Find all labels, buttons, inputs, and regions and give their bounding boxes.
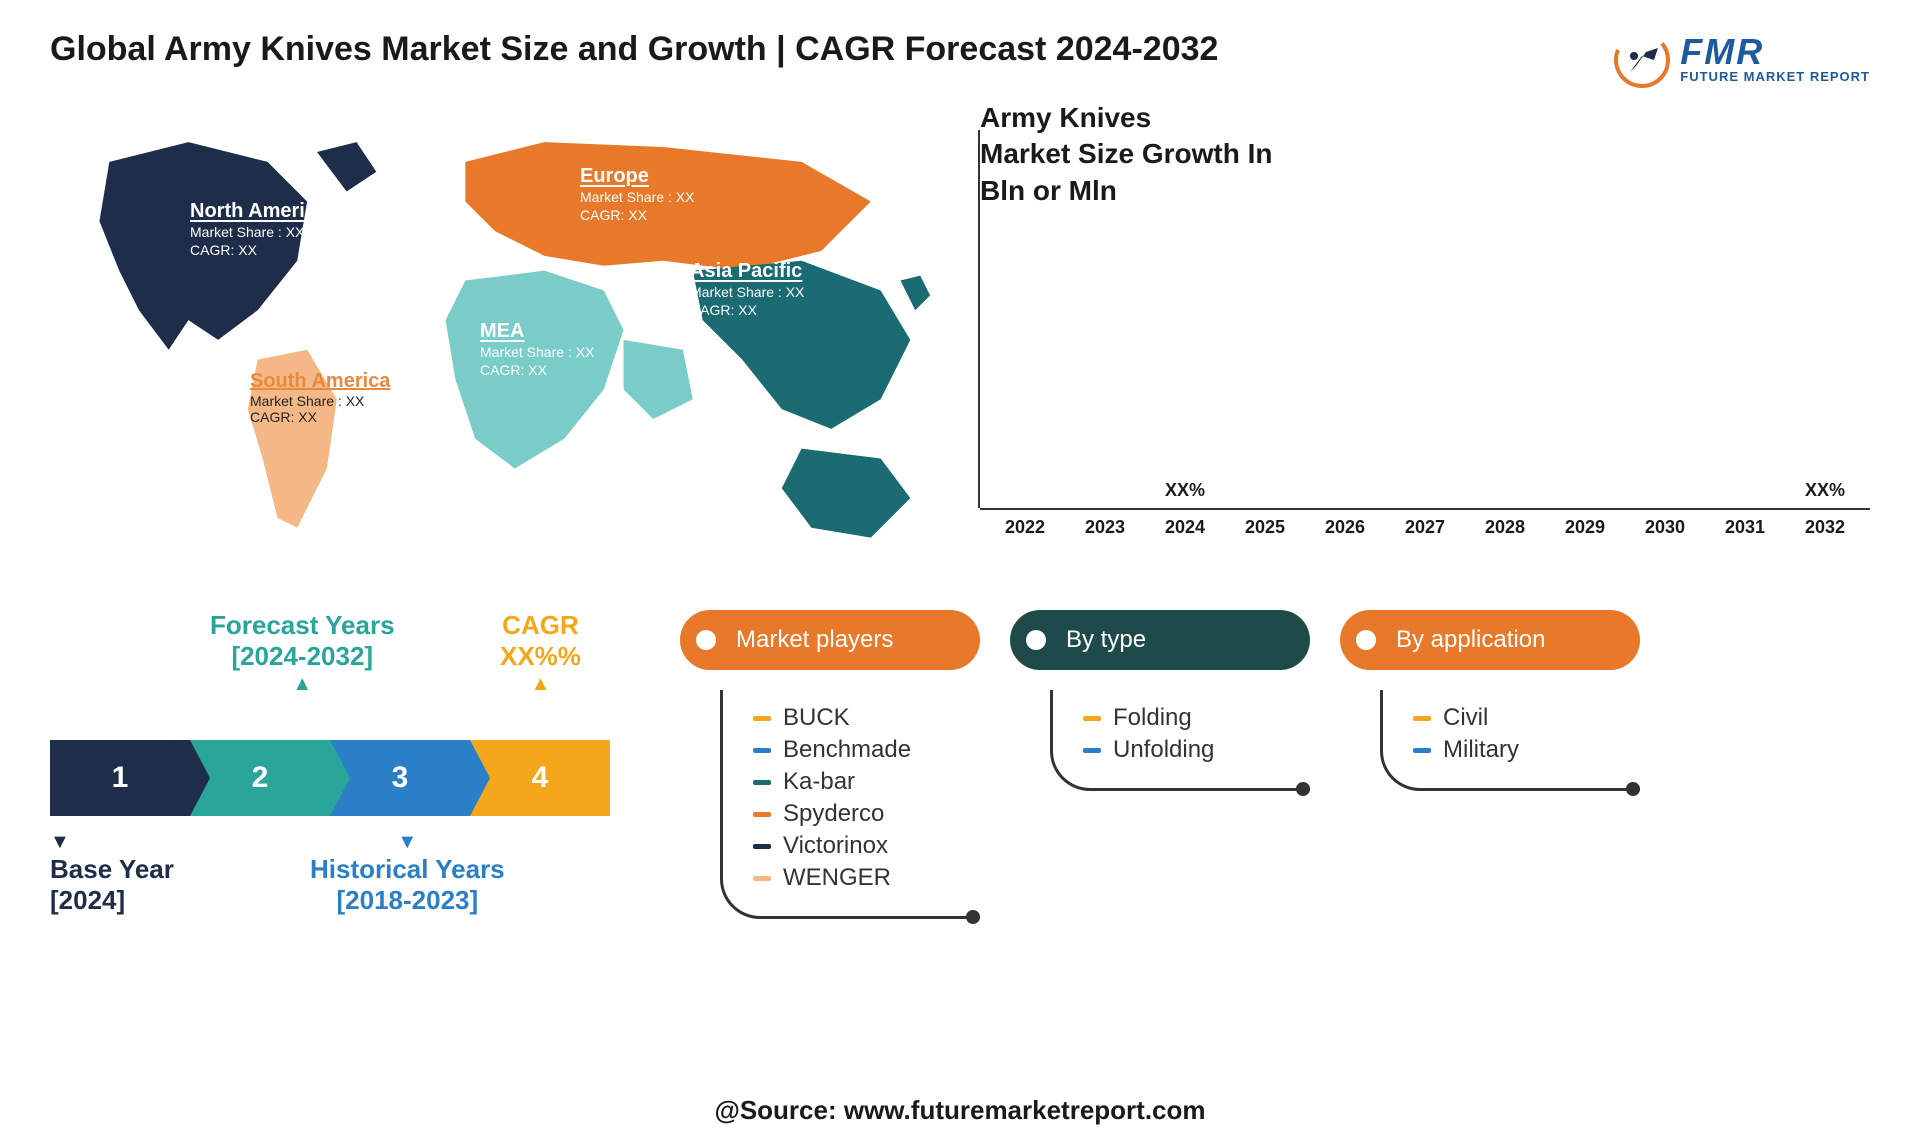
category-2: By application Civil Military xyxy=(1340,610,1640,919)
bottom-row: Forecast Years [2024-2032] ▲ CAGR XX%% ▲… xyxy=(50,610,1870,930)
item-dash-icon xyxy=(1083,716,1101,721)
category-list: Civil Military xyxy=(1380,690,1640,791)
down-triangle-icon: ▲ xyxy=(500,672,581,696)
category-item: Victorinox xyxy=(753,832,980,860)
timeline-segment-3: 3 xyxy=(330,740,470,816)
source-line: @Source: www.futuremarketreport.com xyxy=(714,1095,1205,1126)
label-mea: MEA Market Share : XX CAGR: XX xyxy=(480,320,594,379)
item-label: Spyderco xyxy=(783,800,884,828)
category-item: WENGER xyxy=(753,864,980,892)
category-item: Benchmade xyxy=(753,736,980,764)
world-map: North America Market Share : XX CAGR: XX… xyxy=(50,110,940,550)
item-label: Victorinox xyxy=(783,832,888,860)
hist-annot: ▼ Historical Years [2018-2023] xyxy=(310,830,505,916)
bar-year-label: 2025 xyxy=(1245,517,1285,538)
category-columns: Market players BUCK Benchmade Ka-bar Spyderc… xyxy=(680,610,1640,919)
item-dash-icon xyxy=(753,780,771,785)
bar-top-label: XX% xyxy=(1805,480,1845,501)
category-1: By type Folding Unfolding xyxy=(1010,610,1310,919)
bar-year-label: 2026 xyxy=(1325,517,1365,538)
item-label: Benchmade xyxy=(783,736,911,764)
logo-sub-text: FUTURE MARKET REPORT xyxy=(1680,69,1870,84)
base-annot: ▼ Base Year [2024] xyxy=(50,830,174,916)
label-south-america: South America Market Share : XX CAGR: XX xyxy=(250,370,390,425)
category-list: Folding Unfolding xyxy=(1050,690,1310,791)
bar-top-label: XX% xyxy=(1165,480,1205,501)
item-dash-icon xyxy=(753,748,771,753)
bar-year-label: 2029 xyxy=(1565,517,1605,538)
item-dash-icon xyxy=(1083,748,1101,753)
bar-year-label: 2028 xyxy=(1485,517,1525,538)
item-dash-icon xyxy=(753,716,771,721)
forecast-annot: Forecast Years [2024-2032] ▲ xyxy=(210,610,395,696)
top-row: North America Market Share : XX CAGR: XX… xyxy=(50,110,1870,550)
down-triangle-icon: ▲ xyxy=(210,672,395,696)
label-europe: Europe Market Share : XX CAGR: XX xyxy=(580,165,694,224)
item-label: Folding xyxy=(1113,704,1192,732)
label-north-america: North America Market Share : XX CAGR: XX xyxy=(190,200,327,259)
down-triangle-icon: ▼ xyxy=(310,830,505,854)
item-label: BUCK xyxy=(783,704,850,732)
category-item: Folding xyxy=(1083,704,1310,732)
cagr-annot: CAGR XX%% ▲ xyxy=(500,610,581,696)
logo-fmr-text: FMR xyxy=(1680,36,1870,68)
telescope-icon xyxy=(1612,30,1672,90)
fmr-logo: FMR FUTURE MARKET REPORT xyxy=(1612,30,1870,90)
category-header: By application xyxy=(1340,610,1640,670)
category-0: Market players BUCK Benchmade Ka-bar Spyderc… xyxy=(680,610,980,919)
bar-year-label: 2027 xyxy=(1405,517,1445,538)
bar-year-label: 2023 xyxy=(1085,517,1125,538)
item-label: Ka-bar xyxy=(783,768,855,796)
bar-year-label: 2031 xyxy=(1725,517,1765,538)
down-triangle-icon: ▼ xyxy=(50,830,174,854)
item-label: WENGER xyxy=(783,864,891,892)
timeline-segment-4: 4 xyxy=(470,740,610,816)
page-title: Global Army Knives Market Size and Growt… xyxy=(50,30,1218,69)
bar-year-label: 2030 xyxy=(1645,517,1685,538)
category-item: BUCK xyxy=(753,704,980,732)
item-label: Unfolding xyxy=(1113,736,1214,764)
category-list: BUCK Benchmade Ka-bar Spyderco Victorinox WEN… xyxy=(720,690,980,919)
bar-year-label: 2022 xyxy=(1005,517,1045,538)
category-item: Spyderco xyxy=(753,800,980,828)
item-dash-icon xyxy=(1413,716,1431,721)
category-header: Market players xyxy=(680,610,980,670)
category-item: Civil xyxy=(1413,704,1640,732)
timeline-segment-2: 2 xyxy=(190,740,330,816)
category-item: Unfolding xyxy=(1083,736,1310,764)
category-item: Military xyxy=(1413,736,1640,764)
item-dash-icon xyxy=(753,876,771,881)
timeline-infographic: Forecast Years [2024-2032] ▲ CAGR XX%% ▲… xyxy=(50,610,610,930)
item-label: Military xyxy=(1443,736,1519,764)
bar-year-label: 2024 xyxy=(1165,517,1205,538)
growth-bar-chart: Army Knives Market Size Growth In Bln or… xyxy=(980,110,1870,550)
category-header: By type xyxy=(1010,610,1310,670)
bars-container: 20222023XX%20242025202620272028202920302… xyxy=(980,170,1870,510)
header-row: Global Army Knives Market Size and Growt… xyxy=(50,30,1870,90)
timeline-strip: 1234 xyxy=(50,740,610,816)
item-dash-icon xyxy=(753,812,771,817)
category-item: Ka-bar xyxy=(753,768,980,796)
logo-text: FMR FUTURE MARKET REPORT xyxy=(1680,36,1870,83)
bar-year-label: 2032 xyxy=(1805,517,1845,538)
label-asia-pacific: Asia Pacific Market Share : XX CAGR: XX xyxy=(690,260,804,319)
item-dash-icon xyxy=(753,844,771,849)
timeline-segment-1: 1 xyxy=(50,740,190,816)
item-label: Civil xyxy=(1443,704,1488,732)
item-dash-icon xyxy=(1413,748,1431,753)
